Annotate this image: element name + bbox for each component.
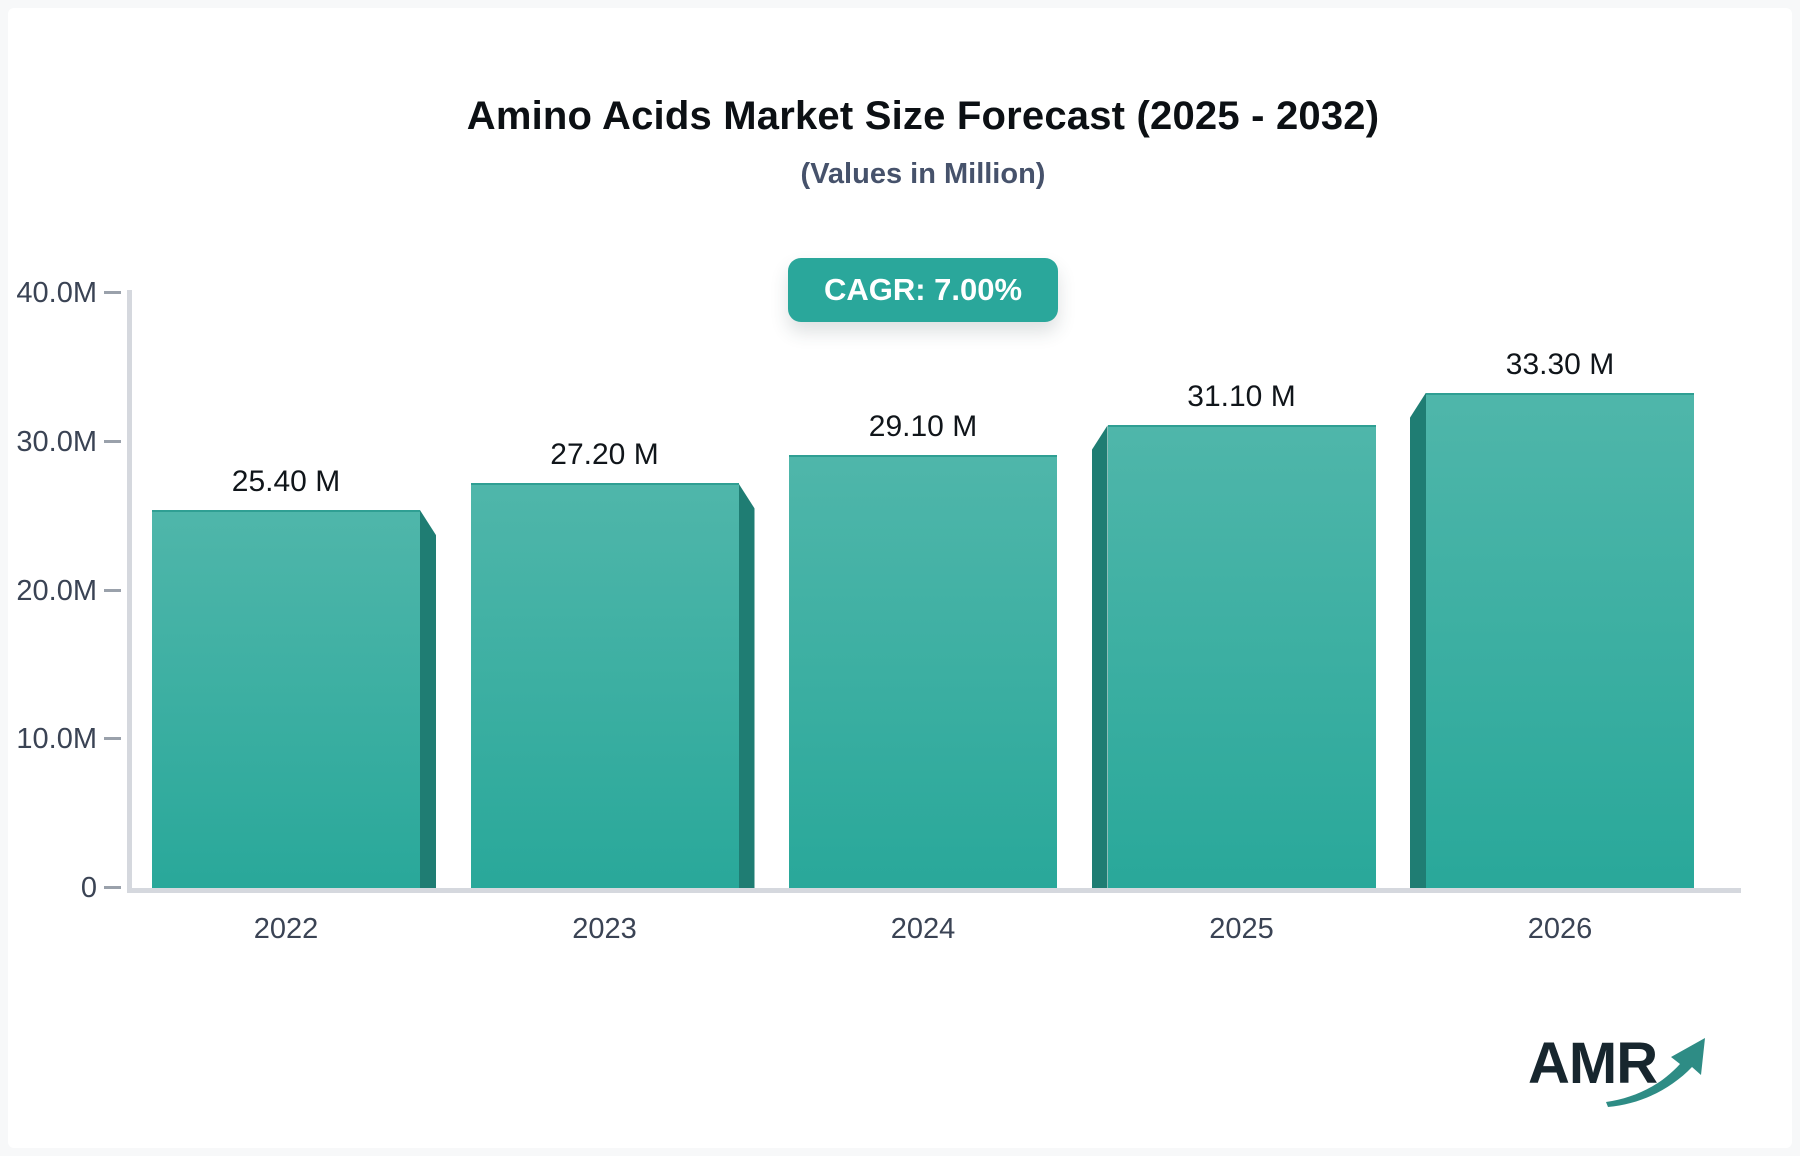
y-axis-tick-mark xyxy=(104,886,121,889)
bar-3d-side xyxy=(420,510,436,888)
bar-2025 xyxy=(1107,425,1376,888)
x-axis-tick-label: 2023 xyxy=(572,913,637,945)
y-axis-tick-label: 10.0M xyxy=(16,723,97,756)
x-axis-tick-label: 2022 xyxy=(253,913,319,945)
y-axis-tick-mark xyxy=(104,588,121,592)
y-axis-tick-label: 20.0M xyxy=(16,574,97,607)
bar-3d-side xyxy=(1410,392,1426,888)
y-axis-tick-mark xyxy=(104,439,121,443)
x-axis-tick-label: 2026 xyxy=(1527,913,1593,945)
amr-logo: AMR xyxy=(1528,1030,1728,1120)
y-axis-tick-label: 40.0M xyxy=(16,277,97,309)
y-axis-line xyxy=(127,290,132,893)
bar-2023 xyxy=(470,483,739,888)
bar-value-label: 25.40 M xyxy=(231,465,341,499)
bar-3d-side xyxy=(1091,425,1108,888)
growth-arrow-icon xyxy=(1606,1038,1705,1107)
bar-2024 xyxy=(789,455,1057,888)
y-axis-tick-label: 30.0M xyxy=(16,425,97,458)
bar-value-label: 33.30 M xyxy=(1505,347,1615,381)
x-axis-tick-label: 2024 xyxy=(890,913,956,945)
x-axis-tick-label: 2025 xyxy=(1209,913,1274,945)
bar-value-label: 31.10 M xyxy=(1187,380,1296,414)
cagr-badge: CAGR: 7.00% xyxy=(788,258,1058,322)
bar-2022 xyxy=(152,510,420,888)
amr-logo-text: AMR xyxy=(1528,1031,1658,1096)
chart-subtitle: (Values in Million) xyxy=(800,158,1046,190)
x-axis-line xyxy=(127,888,1741,893)
chart-title: Amino Acids Market Size Forecast (2025 -… xyxy=(466,94,1380,138)
y-axis-tick-mark xyxy=(104,291,121,294)
bar-2026 xyxy=(1426,392,1694,888)
bar-3d-side xyxy=(738,483,755,888)
y-axis-tick-label: 0 xyxy=(80,872,97,904)
bar-value-label: 27.20 M xyxy=(550,438,659,472)
y-axis-tick-mark xyxy=(104,737,121,741)
bar-value-label: 29.10 M xyxy=(868,410,978,444)
